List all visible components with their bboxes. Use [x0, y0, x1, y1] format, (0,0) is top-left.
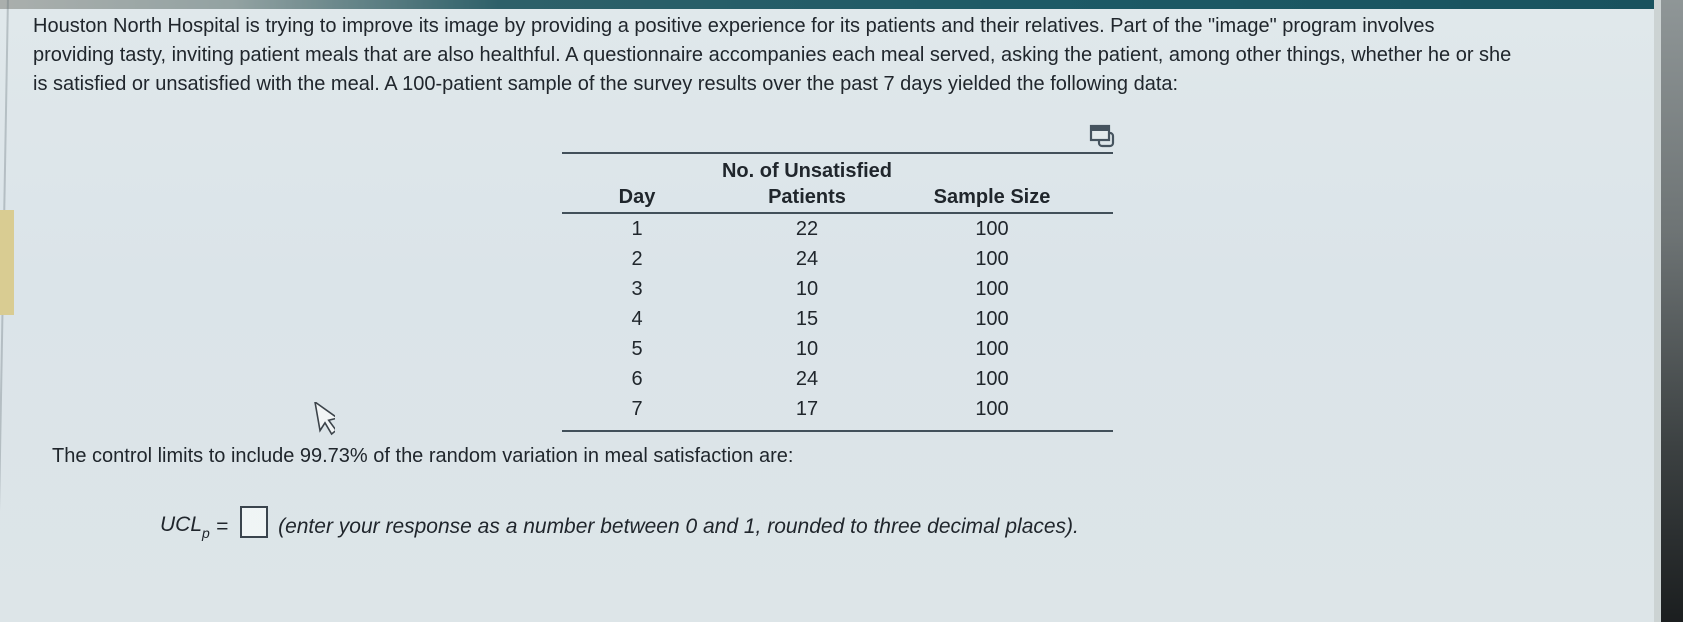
mouse-cursor-arrow — [309, 400, 340, 442]
ucl-answer-input[interactable] — [240, 506, 269, 538]
table-top-rule — [562, 152, 1113, 154]
table-row: 4 15 100 — [562, 304, 1082, 334]
cell-unsatisfied: 24 — [795, 247, 819, 270]
problem-statement: Houston North Hospital is trying to impr… — [33, 12, 1511, 99]
cell-sample: 100 — [975, 397, 1009, 420]
table-header-unsatisfied: No. of Unsatisfied Patients — [721, 160, 892, 208]
cell-day: 1 — [631, 217, 643, 240]
table-row: 3 10 100 — [562, 274, 1082, 304]
cell-day: 7 — [631, 397, 643, 420]
table-header-rule — [562, 212, 1113, 214]
table-row: 2 24 100 — [562, 244, 1082, 274]
cell-day: 2 — [631, 247, 643, 270]
cell-sample: 100 — [975, 337, 1009, 360]
table-bottom-rule — [562, 430, 1113, 432]
cell-day: 5 — [631, 337, 643, 360]
equals-sign: = — [215, 515, 229, 538]
cell-day: 4 — [631, 307, 643, 330]
table-header-row: Day No. of Unsatisfied Patients Sample S… — [562, 156, 1082, 210]
cell-sample: 100 — [975, 247, 1009, 270]
cell-unsatisfied: 22 — [795, 217, 819, 240]
problem-statement-line: Houston North Hospital is trying to impr… — [33, 15, 1435, 37]
top-teal-strip — [0, 0, 1662, 9]
cell-sample: 100 — [975, 217, 1009, 240]
answer-line: UCLp = (enter your response as a number … — [160, 506, 1079, 548]
problem-statement-line: is satisfied or unsatisfied with the mea… — [33, 73, 1179, 95]
table-body: 1 22 100 2 24 100 3 10 100 4 15 100 5 10 — [562, 214, 1082, 424]
cell-sample: 100 — [975, 277, 1009, 300]
tan-edge-mark — [0, 210, 14, 315]
cell-unsatisfied: 10 — [795, 277, 819, 300]
answer-hint: (enter your response as a number between… — [278, 515, 1079, 538]
screen-edge-highlight — [1654, 0, 1662, 622]
cell-unsatisfied: 10 — [795, 337, 819, 360]
ucl-variable: UCLp — [160, 513, 210, 541]
table-row: 7 17 100 — [562, 394, 1082, 424]
table-header-sample-size: Sample Size — [933, 186, 1051, 208]
table-row: 5 10 100 — [562, 334, 1082, 364]
table-row: 6 24 100 — [562, 364, 1082, 394]
problem-statement-line: providing tasty, inviting patient meals … — [33, 44, 1512, 66]
ucl-subscript: p — [202, 525, 210, 541]
ucl-label: UCL — [160, 513, 203, 536]
table-header-day: Day — [618, 186, 656, 208]
popout-window-icon[interactable] — [1089, 124, 1119, 152]
cell-day: 3 — [631, 277, 643, 300]
control-limits-question: The control limits to include 99.73% of … — [52, 445, 794, 467]
cell-day: 6 — [631, 367, 643, 390]
cell-sample: 100 — [975, 307, 1009, 330]
screen-edge-band — [1661, 0, 1683, 622]
survey-data-table: Day No. of Unsatisfied Patients Sample S… — [562, 142, 1113, 437]
cell-sample: 100 — [975, 367, 1009, 390]
cell-unsatisfied: 24 — [795, 367, 819, 390]
cell-unsatisfied: 15 — [795, 307, 819, 330]
table-row: 1 22 100 — [562, 214, 1082, 244]
cell-unsatisfied: 17 — [795, 397, 819, 420]
